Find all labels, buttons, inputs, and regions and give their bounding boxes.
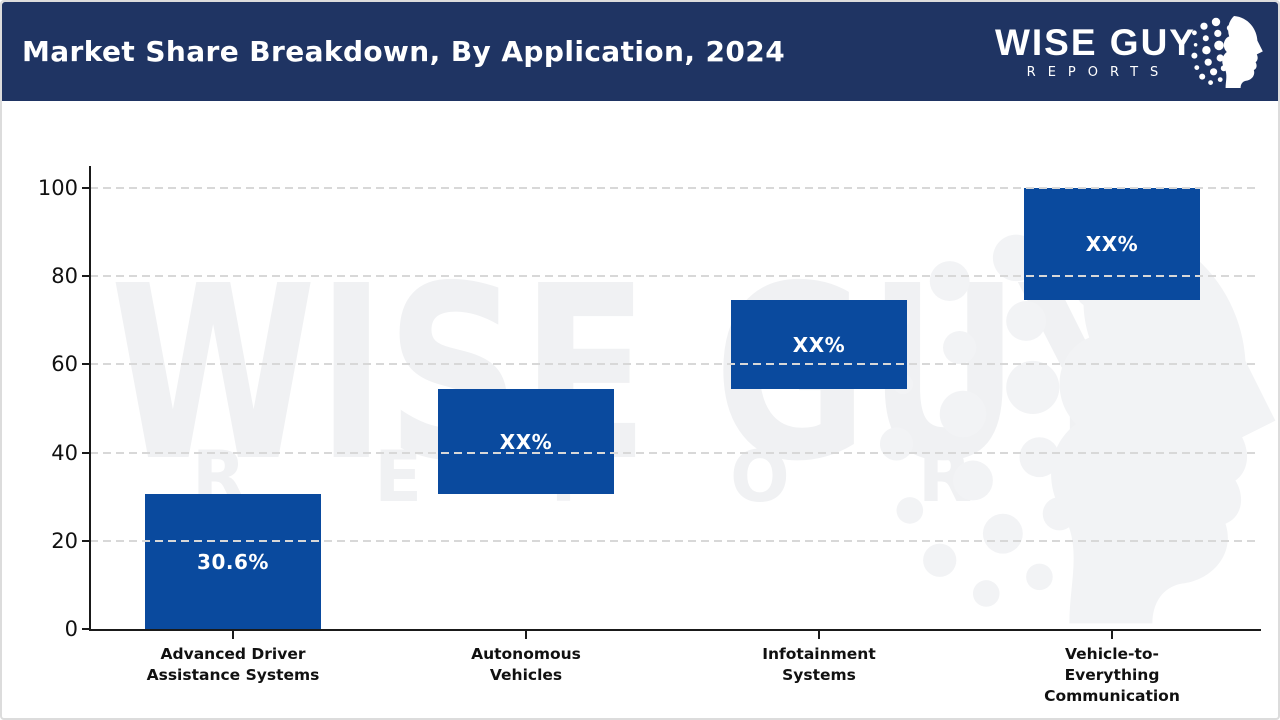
x-category-label-line: Vehicles — [489, 666, 563, 684]
x-category-label: Autonomous Vehicles — [386, 644, 666, 686]
x-axis-line — [89, 629, 1261, 631]
y-tick-label: 40 — [51, 440, 78, 465]
bar-value-label: 30.6% — [197, 549, 269, 574]
gridline — [90, 275, 1260, 278]
bar: 30.6% — [145, 494, 321, 629]
y-tick-label: 80 — [51, 264, 78, 289]
x-category-label-line: Systems — [782, 666, 856, 684]
bar: XX% — [1024, 188, 1200, 300]
gridline — [90, 451, 1260, 454]
y-tick — [82, 539, 90, 542]
logo-brand-subtitle: REPORTS — [1026, 65, 1171, 80]
y-tick — [82, 451, 90, 454]
bar: XX% — [731, 300, 907, 390]
bar: XX% — [438, 389, 614, 495]
page-title: Market Share Breakdown, By Application, … — [22, 35, 786, 68]
y-tick-label: 100 — [37, 176, 78, 200]
bar-value-label: XX% — [1085, 232, 1139, 256]
y-tick-label: 0 — [64, 617, 78, 641]
header-bar: Market Share Breakdown, By Application, … — [2, 2, 1278, 101]
x-category-label-line: Communication — [1044, 687, 1180, 705]
y-tick — [82, 363, 90, 366]
watermark-brand-text: WISE GUY — [110, 234, 1156, 514]
x-category-label-line: Vehicle-to- — [1065, 645, 1159, 663]
gridline — [90, 187, 1260, 189]
bar-value-label: XX% — [499, 429, 553, 454]
x-category-label-line: Everything — [1064, 666, 1160, 684]
wise-guy-reports-logo: WISE GUY REPORTS — [995, 11, 1264, 93]
bar-value-label: XX% — [792, 332, 846, 357]
x-category-label-line: Advanced Driver — [160, 645, 306, 663]
gridline — [90, 363, 1260, 366]
y-tick — [82, 187, 90, 189]
y-tick-label: 20 — [51, 528, 78, 553]
logo-text: WISE GUY REPORTS — [995, 24, 1196, 79]
y-tick — [82, 628, 90, 630]
x-category-label: Vehicle-to- Everything Communication — [972, 644, 1252, 707]
y-axis-line — [89, 166, 91, 631]
gridline — [90, 539, 1260, 542]
x-tick — [818, 631, 820, 639]
dotted-head-icon — [1191, 15, 1263, 88]
x-tick — [525, 631, 527, 639]
logo-brand-name: WISE GUY — [994, 22, 1196, 63]
x-category-label: Infotainment Systems — [679, 644, 959, 686]
y-tick-label: 60 — [51, 352, 78, 377]
x-tick — [232, 631, 234, 639]
x-category-label-line: Autonomous — [471, 645, 581, 663]
x-category-label-line: Assistance Systems — [146, 666, 320, 684]
x-category-label-line: Infotainment — [762, 645, 876, 663]
x-category-label: Advanced Driver Assistance Systems — [93, 644, 373, 686]
x-tick — [1111, 631, 1113, 639]
y-tick — [82, 275, 90, 278]
